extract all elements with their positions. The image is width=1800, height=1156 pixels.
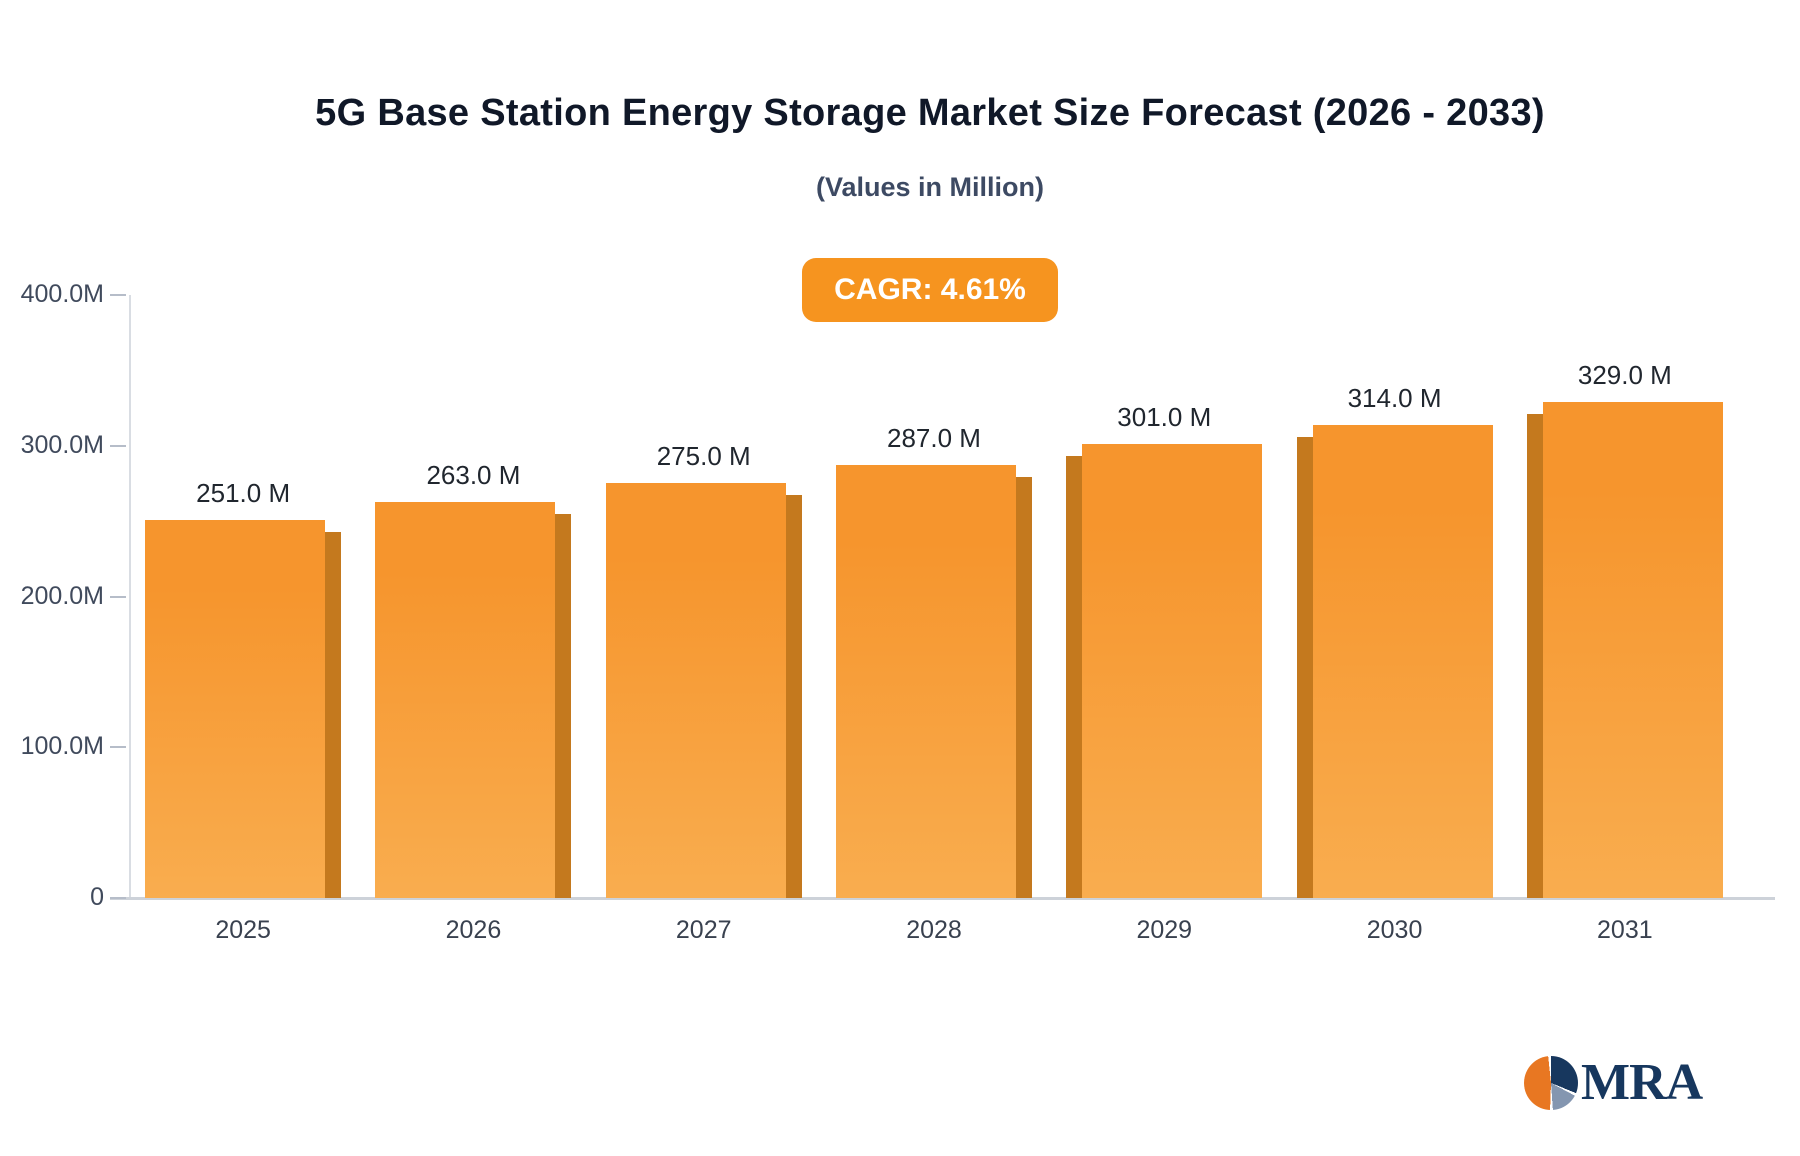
bar-side — [1066, 456, 1083, 898]
bar-value-label: 251.0 M — [196, 477, 291, 508]
bar-side — [1526, 414, 1543, 898]
bar-face — [605, 483, 786, 898]
y-tick-mark — [110, 444, 126, 447]
x-tick-label: 2028 — [906, 916, 962, 944]
bar-face — [1312, 424, 1493, 898]
y-tick-label: 100.0M — [20, 732, 104, 761]
brand-logo: MRA — [1524, 1054, 1703, 1111]
pie-logo-icon — [1524, 1056, 1578, 1110]
x-tick-label: 2026 — [445, 916, 502, 944]
x-tick-label: 2025 — [215, 916, 271, 944]
bar-side — [785, 495, 802, 898]
x-tick-label: 2027 — [675, 916, 732, 944]
y-tick-mark — [110, 746, 126, 749]
bar-value-label: 263.0 M — [426, 459, 521, 490]
bar-side — [325, 531, 342, 898]
bar-value-label: 275.0 M — [656, 441, 751, 472]
y-tick-mark — [110, 595, 126, 598]
chart-title: 5G Base Station Energy Storage Market Si… — [315, 92, 1545, 134]
logo-text: MRA — [1581, 1054, 1703, 1111]
bar-face — [375, 501, 556, 898]
bar-value-label: 329.0 M — [1577, 360, 1672, 391]
cagr-badge-container: CAGR: 4.61% — [80, 258, 1780, 322]
bar-side — [1296, 436, 1313, 898]
y-tick-label: 200.0M — [20, 581, 104, 610]
x-tick-label: 2030 — [1366, 916, 1423, 944]
chart-subtitle: (Values in Million) — [815, 172, 1045, 202]
bar-value-label: 314.0 M — [1347, 382, 1442, 413]
x-axis-line — [110, 897, 1775, 900]
bar-face — [145, 519, 326, 898]
bar-value-label: 301.0 M — [1117, 402, 1212, 433]
bar-side — [1016, 477, 1032, 898]
bar-face — [836, 465, 1016, 898]
x-tick-label: 2029 — [1136, 916, 1193, 944]
y-tick-label: 300.0M — [20, 430, 104, 459]
y-tick-mark — [110, 294, 126, 296]
y-tick-label: 400.0M — [20, 280, 104, 308]
x-tick-label: 2031 — [1597, 916, 1653, 944]
cagr-badge: CAGR: 4.61% — [802, 258, 1058, 322]
y-tick-label: 0 — [90, 883, 104, 911]
bar-face — [1082, 444, 1263, 898]
bar-value-label: 287.0 M — [887, 423, 981, 454]
y-tick-mark — [110, 897, 126, 899]
bar-side — [555, 513, 572, 898]
bar-face — [1542, 402, 1723, 898]
y-axis-line — [129, 295, 131, 898]
